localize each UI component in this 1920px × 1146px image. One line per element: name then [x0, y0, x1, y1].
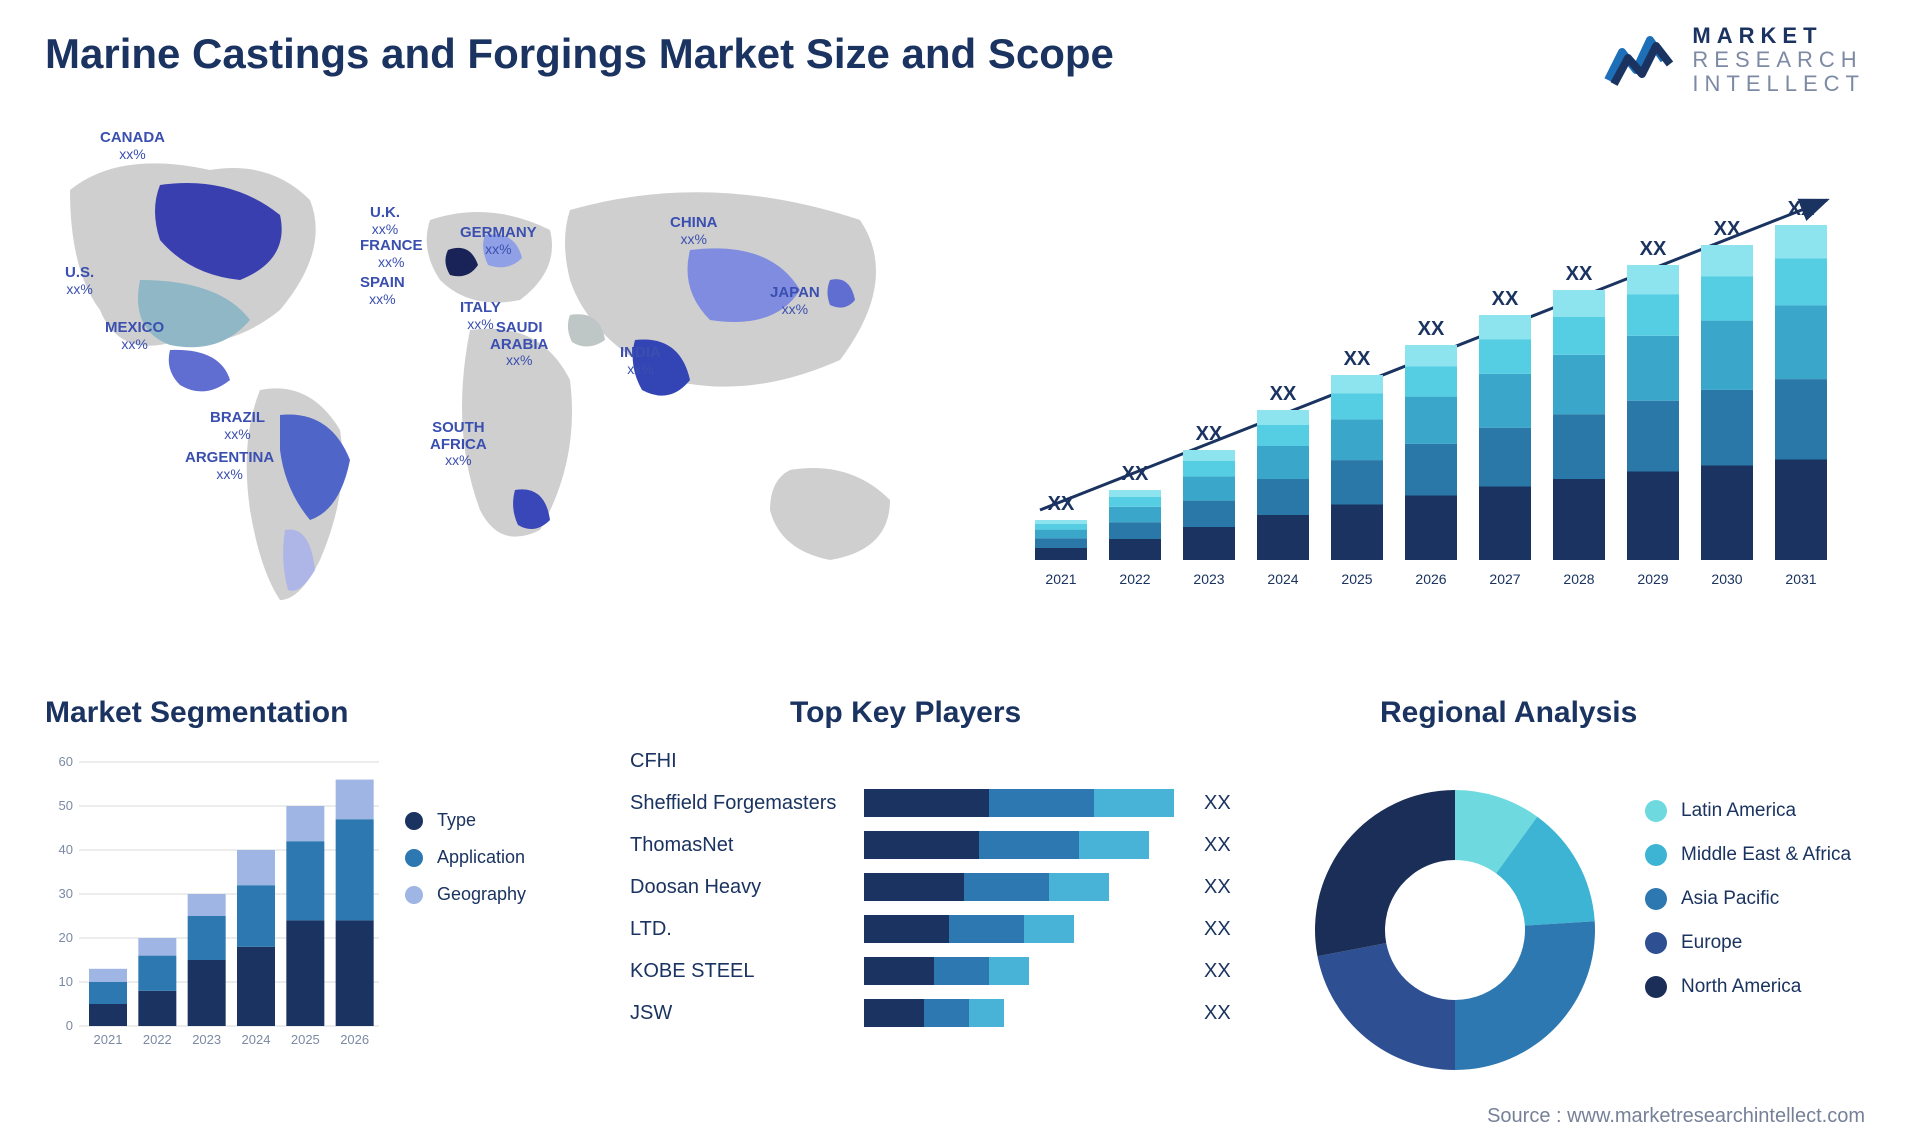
regional-legend-item: Latin America — [1645, 800, 1865, 822]
key-player-name: ThomasNet — [630, 834, 850, 857]
key-player-row: ThomasNet XX — [630, 824, 1270, 866]
regional-legend-item: Middle East & Africa — [1645, 844, 1865, 866]
segmentation-legend-item: Type — [405, 810, 526, 831]
map-label: JAPANxx% — [770, 285, 820, 317]
svg-text:XX: XX — [1788, 198, 1815, 220]
svg-text:2027: 2027 — [1489, 571, 1520, 587]
key-player-bar — [864, 915, 1184, 943]
key-player-bar — [864, 999, 1184, 1027]
svg-text:XX: XX — [1640, 238, 1667, 260]
regional-heading: Regional Analysis — [1380, 696, 1637, 730]
brand-logo: MARKET RESEARCH INTELLECT — [1604, 24, 1865, 97]
segmentation-heading: Market Segmentation — [45, 696, 348, 730]
key-player-name: Doosan Heavy — [630, 876, 850, 899]
map-label: MEXICOxx% — [105, 320, 164, 352]
svg-text:2021: 2021 — [1045, 571, 1076, 587]
svg-text:XX: XX — [1270, 383, 1297, 405]
map-label: U.K.xx% — [370, 205, 400, 237]
page-title: Marine Castings and Forgings Market Size… — [45, 30, 1114, 78]
regional-legend-item: North America — [1645, 976, 1865, 998]
map-label: INDIAxx% — [620, 345, 661, 377]
svg-text:2022: 2022 — [1119, 571, 1150, 587]
key-player-value: XX — [1204, 792, 1231, 815]
svg-text:2026: 2026 — [340, 1032, 369, 1047]
segmentation-legend-item: Application — [405, 847, 526, 868]
svg-text:XX: XX — [1566, 263, 1593, 285]
map-svg — [30, 130, 950, 620]
svg-text:XX: XX — [1714, 218, 1741, 240]
key-player-name: Sheffield Forgemasters — [630, 792, 850, 815]
key-player-row: KOBE STEEL XX — [630, 950, 1270, 992]
svg-text:2028: 2028 — [1563, 571, 1594, 587]
svg-text:2023: 2023 — [192, 1032, 221, 1047]
segmentation-chart: 0 10 20 30 40 50 60 2021 2022 2023 2024 2025 2026 Ty… — [45, 750, 565, 1080]
key-player-name: JSW — [630, 1002, 850, 1025]
svg-text:50: 50 — [59, 798, 73, 813]
key-player-bar — [864, 873, 1184, 901]
svg-text:2024: 2024 — [242, 1032, 271, 1047]
svg-text:2030: 2030 — [1711, 571, 1742, 587]
svg-text:30: 30 — [59, 886, 73, 901]
map-label: GERMANYxx% — [460, 225, 537, 257]
svg-text:2026: 2026 — [1415, 571, 1446, 587]
svg-text:0: 0 — [66, 1018, 73, 1033]
regional-legend-item: Asia Pacific — [1645, 888, 1865, 910]
key-player-row: Sheffield Forgemasters XX — [630, 782, 1270, 824]
forecast-chart: XX 2021 XX 2022 XX 2023 XX 2024 XX 2025 XX 2026 XX 20… — [1015, 150, 1865, 610]
svg-text:XX: XX — [1492, 288, 1519, 310]
svg-text:2025: 2025 — [291, 1032, 320, 1047]
world-map: CANADAxx% U.S.xx% MEXICOxx% BRAZILxx% ARGENT… — [30, 130, 950, 620]
key-player-value: XX — [1204, 1002, 1231, 1025]
svg-text:60: 60 — [59, 754, 73, 769]
svg-text:XX: XX — [1418, 318, 1445, 340]
svg-text:XX: XX — [1122, 463, 1149, 485]
key-player-name: LTD. — [630, 918, 850, 941]
key-player-row: LTD. XX — [630, 908, 1270, 950]
svg-text:10: 10 — [59, 974, 73, 989]
svg-text:2024: 2024 — [1267, 571, 1298, 587]
map-label: FRANCExx% — [360, 238, 423, 270]
map-label: SOUTHAFRICAxx% — [430, 420, 487, 468]
map-label: CHINAxx% — [670, 215, 718, 247]
svg-text:2021: 2021 — [94, 1032, 123, 1047]
svg-text:XX: XX — [1344, 348, 1371, 370]
key-players-heading: Top Key Players — [790, 696, 1021, 730]
svg-text:XX: XX — [1196, 423, 1223, 445]
svg-text:2023: 2023 — [1193, 571, 1224, 587]
map-label: BRAZILxx% — [210, 410, 265, 442]
key-player-value: XX — [1204, 918, 1231, 941]
map-label: ARGENTINAxx% — [185, 450, 274, 482]
key-player-value: XX — [1204, 834, 1231, 857]
svg-text:2022: 2022 — [143, 1032, 172, 1047]
key-player-row: CFHI — [630, 740, 1270, 782]
key-player-name: CFHI — [630, 750, 850, 773]
segmentation-legend-item: Geography — [405, 884, 526, 905]
key-players-list: CFHISheffield ForgemastersXXThomasNetXXD… — [630, 740, 1270, 1080]
key-player-row: Doosan Heavy XX — [630, 866, 1270, 908]
segmentation-legend: Type Application Geography — [405, 810, 526, 921]
regional-legend-item: Europe — [1645, 932, 1865, 954]
svg-text:40: 40 — [59, 842, 73, 857]
map-label: CANADAxx% — [100, 130, 165, 162]
svg-text:XX: XX — [1048, 493, 1075, 515]
key-player-value: XX — [1204, 960, 1231, 983]
regional-legend: Latin America Middle East & Africa Asia Pa… — [1645, 800, 1865, 1020]
key-player-bar — [864, 789, 1184, 817]
map-label: SPAINxx% — [360, 275, 405, 307]
regional-donut: Latin America Middle East & Africa Asia Pa… — [1305, 740, 1865, 1080]
svg-text:2031: 2031 — [1785, 571, 1816, 587]
svg-text:2029: 2029 — [1637, 571, 1668, 587]
key-player-row: JSW XX — [630, 992, 1270, 1034]
logo-wave-icon — [1604, 30, 1676, 90]
source-text: Source : www.marketresearchintellect.com — [1487, 1105, 1865, 1128]
key-player-name: KOBE STEEL — [630, 960, 850, 983]
key-player-bar — [864, 957, 1184, 985]
svg-text:20: 20 — [59, 930, 73, 945]
key-player-value: XX — [1204, 876, 1231, 899]
map-label: U.S.xx% — [65, 265, 94, 297]
svg-text:2025: 2025 — [1341, 571, 1372, 587]
logo-text: MARKET RESEARCH INTELLECT — [1692, 24, 1865, 97]
key-player-bar — [864, 831, 1184, 859]
map-label: SAUDIARABIAxx% — [490, 320, 548, 368]
